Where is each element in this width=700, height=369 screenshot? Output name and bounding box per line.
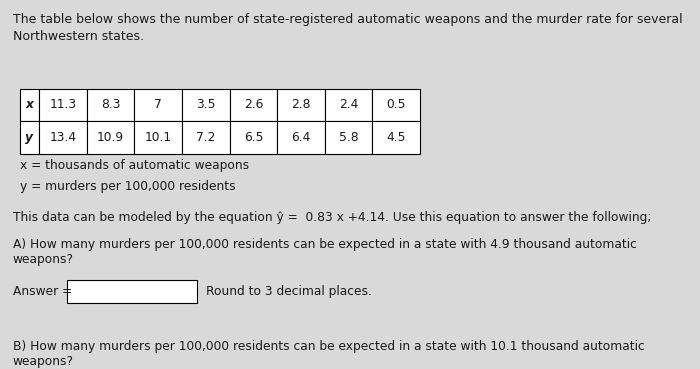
Text: 10.9: 10.9 (97, 131, 124, 144)
Bar (134, 121, 182, 154)
Bar (230, 89, 277, 121)
Bar (325, 89, 372, 121)
Text: 10.1: 10.1 (145, 131, 172, 144)
Bar (67, 280, 197, 303)
Bar (230, 121, 277, 154)
Text: Round to 3 decimal places.: Round to 3 decimal places. (206, 285, 372, 299)
Bar (372, 121, 420, 154)
Text: 7: 7 (154, 98, 162, 111)
Text: x = thousands of automatic weapons: x = thousands of automatic weapons (20, 159, 248, 172)
Text: 2.6: 2.6 (244, 98, 263, 111)
Bar (182, 121, 230, 154)
Bar (20, 121, 39, 154)
Bar (87, 89, 134, 121)
Bar (20, 89, 39, 121)
Text: 0.5: 0.5 (386, 98, 406, 111)
Text: 11.3: 11.3 (50, 98, 76, 111)
Text: 4.5: 4.5 (386, 131, 406, 144)
Text: 8.3: 8.3 (101, 98, 120, 111)
Text: 2.8: 2.8 (291, 98, 311, 111)
Text: 2.4: 2.4 (339, 98, 358, 111)
Text: This data can be modeled by the equation ŷ =  0.83 x +4.14. Use this equation to: This data can be modeled by the equation… (13, 211, 651, 224)
Bar (277, 89, 325, 121)
Text: 7.2: 7.2 (196, 131, 216, 144)
Bar (277, 121, 325, 154)
Text: 3.5: 3.5 (196, 98, 216, 111)
Text: B) How many murders per 100,000 residents can be expected in a state with 10.1 t: B) How many murders per 100,000 resident… (13, 340, 644, 368)
Text: 6.5: 6.5 (244, 131, 263, 144)
Text: Answer =: Answer = (13, 285, 72, 299)
Text: y: y (25, 131, 34, 144)
Text: Northwestern states.: Northwestern states. (13, 30, 144, 43)
Text: x: x (25, 98, 34, 111)
Bar (182, 89, 230, 121)
Text: 6.4: 6.4 (291, 131, 311, 144)
Bar (39, 89, 87, 121)
Bar (134, 89, 182, 121)
Bar (325, 121, 372, 154)
Text: A) How many murders per 100,000 residents can be expected in a state with 4.9 th: A) How many murders per 100,000 resident… (13, 238, 636, 266)
Text: y = murders per 100,000 residents: y = murders per 100,000 residents (20, 180, 235, 193)
Text: 5.8: 5.8 (339, 131, 358, 144)
Bar (87, 121, 134, 154)
Text: The table below shows the number of state-registered automatic weapons and the m: The table below shows the number of stat… (13, 13, 682, 26)
Text: 13.4: 13.4 (50, 131, 76, 144)
Bar (372, 89, 420, 121)
Bar (39, 121, 87, 154)
